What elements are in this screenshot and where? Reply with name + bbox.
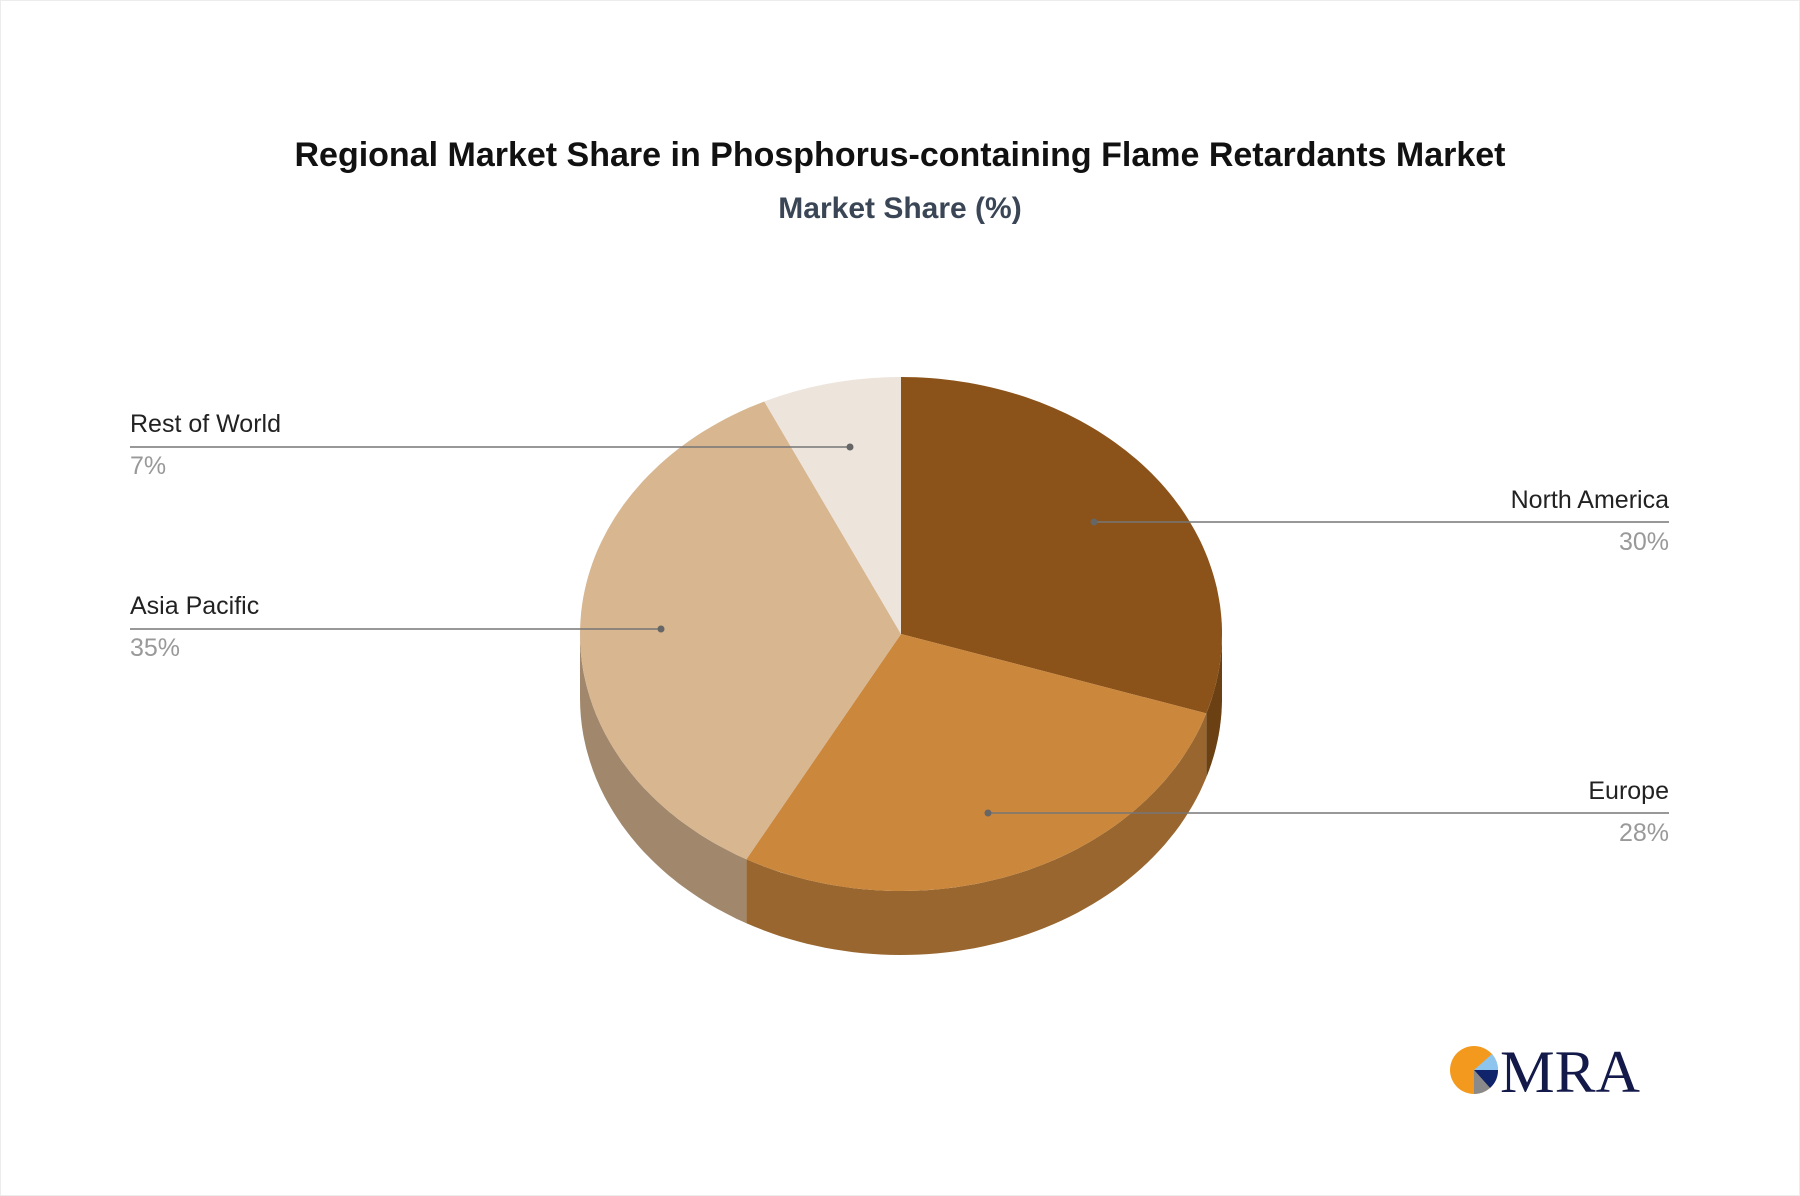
leader-dot-asia-pacific bbox=[657, 625, 665, 633]
label-asia-pacific: Asia Pacific bbox=[130, 592, 260, 620]
leader-dot-europe bbox=[984, 809, 992, 817]
mra-logo: MRA bbox=[1450, 1040, 1640, 1100]
pie-slice-europe bbox=[746, 634, 1207, 891]
chart-title: Regional Market Share in Phosphorus-cont… bbox=[294, 136, 1506, 174]
leader-dot-north-america bbox=[1090, 518, 1098, 526]
value-rest-of-world: 7% bbox=[130, 452, 167, 480]
value-north-america: 30% bbox=[1618, 528, 1669, 556]
label-rest-of-world: Rest of World bbox=[130, 410, 281, 438]
svg-text:MRA: MRA bbox=[1500, 1040, 1640, 1100]
chart-subtitle: Market Share (%) bbox=[778, 192, 1022, 225]
pie-slice-rest-of-world bbox=[764, 377, 901, 634]
pie-side-north-america bbox=[1206, 634, 1222, 778]
pie-slice-north-america bbox=[901, 377, 1222, 714]
label-europe: Europe bbox=[1588, 777, 1669, 805]
pie-side-europe bbox=[746, 713, 1207, 955]
leader-dot-rest-of-world bbox=[846, 443, 854, 451]
value-europe: 28% bbox=[1618, 819, 1669, 847]
value-asia-pacific: 35% bbox=[130, 634, 181, 662]
pie-side-asia-pacific bbox=[580, 634, 747, 924]
pie-slice-asia-pacific bbox=[580, 401, 901, 860]
label-north-america: North America bbox=[1510, 486, 1669, 514]
